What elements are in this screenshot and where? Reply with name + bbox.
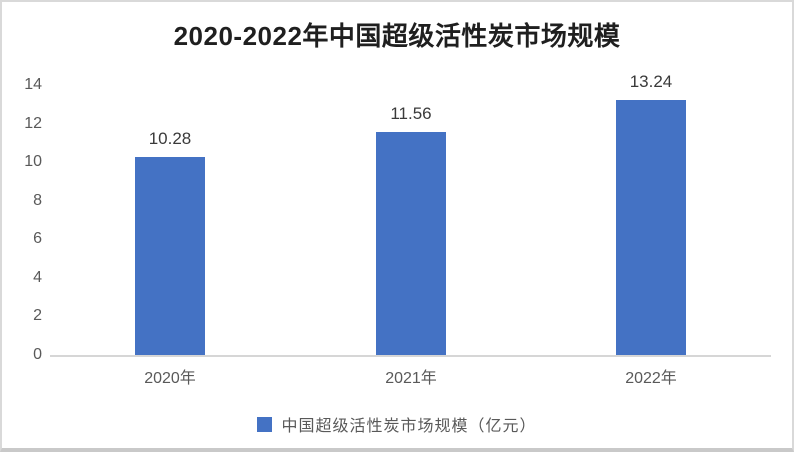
bar-2021年 bbox=[376, 132, 446, 355]
bar-2022年 bbox=[616, 100, 686, 355]
bar-2020年 bbox=[135, 157, 205, 355]
y-tick-label: 6 bbox=[33, 230, 42, 248]
bar-value-label: 11.56 bbox=[390, 104, 432, 123]
x-tick-label: 2020年 bbox=[144, 370, 196, 387]
y-tick-label: 0 bbox=[33, 346, 42, 363]
plot-area: 10.28 11.56 13.24 bbox=[50, 72, 771, 357]
legend-swatch-icon bbox=[257, 416, 273, 432]
chart-title: 2020-2022年中国超级活性炭市场规模 bbox=[173, 21, 621, 51]
y-tick-label: 4 bbox=[33, 268, 42, 286]
bar-value-label: 13.24 bbox=[629, 72, 673, 91]
y-tick-label: 12 bbox=[24, 114, 42, 132]
y-tick-label: 8 bbox=[33, 191, 42, 209]
x-tick-label: 2021年 bbox=[385, 370, 437, 387]
legend: 中国超级活性炭市场规模（亿元） bbox=[2, 412, 792, 436]
y-axis: 0 2 4 6 8 10 12 14 bbox=[2, 2, 50, 448]
y-tick-label: 10 bbox=[24, 153, 42, 171]
y-tick-label: 14 bbox=[24, 76, 42, 93]
y-tick-label: 2 bbox=[33, 307, 42, 325]
legend-label: 中国超级活性炭市场规模（亿元） bbox=[281, 418, 537, 435]
bar-value-label: 10.28 bbox=[148, 129, 192, 148]
x-tick-label: 2022年 bbox=[625, 370, 677, 387]
